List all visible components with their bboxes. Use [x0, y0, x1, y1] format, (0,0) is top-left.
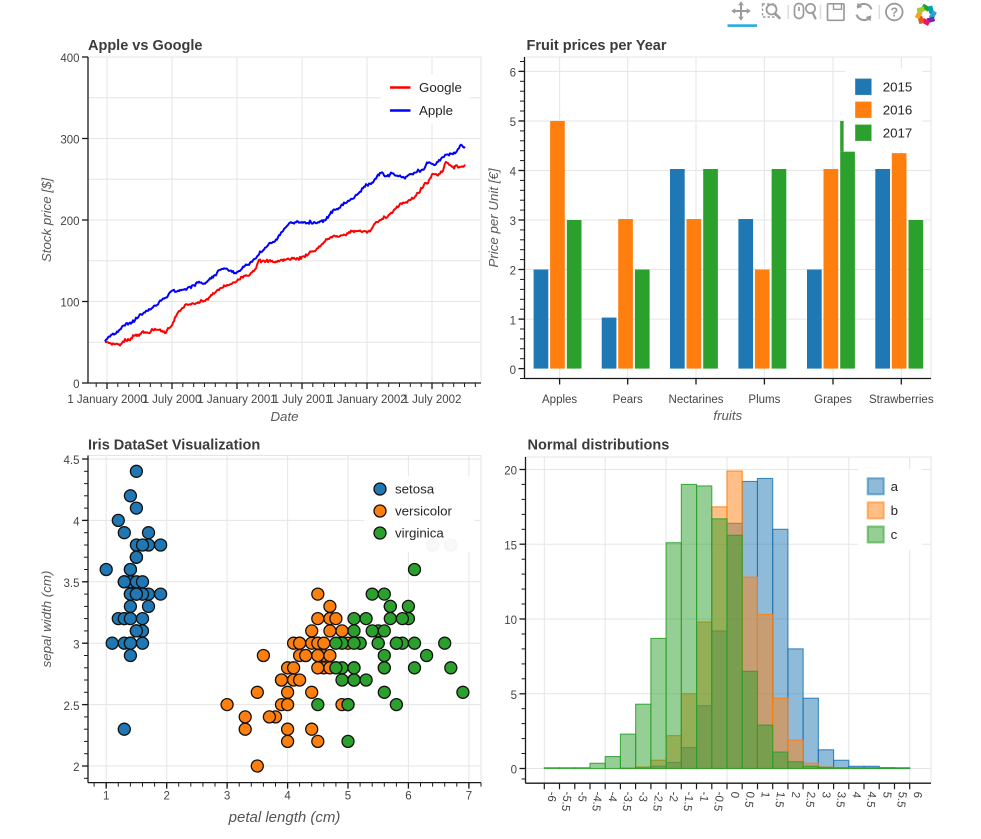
svg-text:2017: 2017 [883, 126, 913, 141]
svg-text:1 January 2002: 1 January 2002 [327, 394, 406, 406]
svg-text:fruits: fruits [713, 408, 742, 423]
svg-text:6: 6 [510, 68, 516, 80]
svg-text:2016: 2016 [883, 103, 913, 118]
svg-text:1.5: 1.5 [772, 791, 786, 808]
svg-text:petal length (cm): petal length (cm) [228, 809, 341, 826]
svg-text:0.5: 0.5 [742, 791, 756, 808]
svg-text:300: 300 [60, 135, 79, 147]
svg-text:3: 3 [224, 791, 230, 803]
svg-text:Plums: Plums [748, 394, 780, 406]
svg-text:-3.5: -3.5 [620, 791, 634, 812]
svg-text:2.5: 2.5 [803, 791, 817, 808]
svg-text:versicolor: versicolor [395, 504, 452, 519]
svg-text:1: 1 [510, 315, 516, 327]
svg-text:1: 1 [103, 791, 109, 803]
svg-text:0: 0 [73, 379, 79, 391]
svg-text:1 July 2000: 1 July 2000 [143, 394, 202, 406]
svg-text:2: 2 [163, 791, 169, 803]
svg-text:c: c [891, 527, 898, 542]
svg-text:Apples: Apples [542, 394, 577, 406]
svg-text:0: 0 [510, 365, 516, 377]
svg-text:-2.5: -2.5 [650, 791, 664, 812]
svg-text:2: 2 [73, 762, 79, 774]
svg-text:100: 100 [60, 298, 79, 310]
svg-text:-5: -5 [575, 791, 588, 803]
svg-text:3: 3 [73, 639, 79, 651]
svg-text:Fruit prices per Year: Fruit prices per Year [527, 38, 667, 54]
svg-text:4.5: 4.5 [64, 455, 80, 467]
svg-text:-4: -4 [606, 791, 619, 803]
svg-text:2.5: 2.5 [64, 701, 80, 713]
svg-text:4: 4 [284, 791, 291, 803]
svg-text:5: 5 [511, 690, 517, 702]
svg-text:Iris DataSet Visualization: Iris DataSet Visualization [88, 438, 260, 454]
svg-text:200: 200 [60, 216, 79, 228]
svg-text:b: b [891, 503, 898, 518]
svg-text:Grapes: Grapes [814, 394, 852, 406]
svg-text:2015: 2015 [883, 80, 913, 95]
svg-text:400: 400 [60, 53, 79, 65]
svg-text:0: 0 [511, 765, 517, 777]
svg-text:5: 5 [345, 791, 351, 803]
svg-text:Date: Date [270, 409, 298, 424]
svg-text:Pears: Pears [613, 394, 643, 406]
svg-text:-3: -3 [636, 791, 649, 803]
svg-text:Apple vs Google: Apple vs Google [88, 38, 202, 54]
svg-text:sepal width (cm): sepal width (cm) [39, 571, 54, 668]
svg-text:?: ? [890, 6, 898, 20]
svg-text:a: a [891, 479, 899, 494]
svg-text:-0.5: -0.5 [711, 791, 725, 812]
svg-text:1 July 2001: 1 July 2001 [273, 394, 332, 406]
svg-text:Stock price [$]: Stock price [$] [39, 178, 54, 263]
svg-text:3.5: 3.5 [833, 791, 847, 808]
svg-text:-5.5: -5.5 [559, 791, 573, 812]
svg-text:1 January 2000: 1 January 2000 [67, 394, 146, 406]
svg-text:1 July 2002: 1 July 2002 [403, 394, 462, 406]
svg-text:7: 7 [466, 791, 472, 803]
svg-text:-1: -1 [697, 791, 710, 803]
svg-text:4: 4 [73, 517, 80, 529]
svg-text:setosa: setosa [395, 482, 435, 497]
svg-text:-1.5: -1.5 [681, 791, 695, 812]
svg-text:Apple: Apple [419, 103, 453, 118]
svg-text:6: 6 [405, 791, 411, 803]
svg-text:4.5: 4.5 [864, 791, 878, 808]
svg-text:4: 4 [510, 167, 517, 179]
svg-text:15: 15 [504, 541, 517, 553]
svg-text:1 January 2001: 1 January 2001 [197, 394, 276, 406]
svg-text:Strawberries: Strawberries [869, 394, 934, 406]
svg-text:Nectarines: Nectarines [669, 394, 724, 406]
svg-text:3.5: 3.5 [64, 578, 80, 590]
svg-text:5.5: 5.5 [894, 791, 908, 808]
svg-text:2: 2 [510, 266, 516, 278]
svg-text:Normal distributions: Normal distributions [528, 438, 670, 454]
svg-text:-4.5: -4.5 [589, 791, 603, 812]
svg-text:Google: Google [419, 80, 462, 95]
svg-text:Price per Unit [€]: Price per Unit [€] [486, 168, 501, 267]
svg-text:virginica: virginica [395, 526, 444, 541]
svg-text:-6: -6 [545, 791, 558, 803]
svg-text:10: 10 [504, 615, 517, 627]
svg-text:20: 20 [504, 466, 517, 478]
svg-text:5: 5 [510, 117, 516, 129]
svg-text:3: 3 [510, 216, 516, 228]
svg-text:-2: -2 [666, 791, 679, 803]
